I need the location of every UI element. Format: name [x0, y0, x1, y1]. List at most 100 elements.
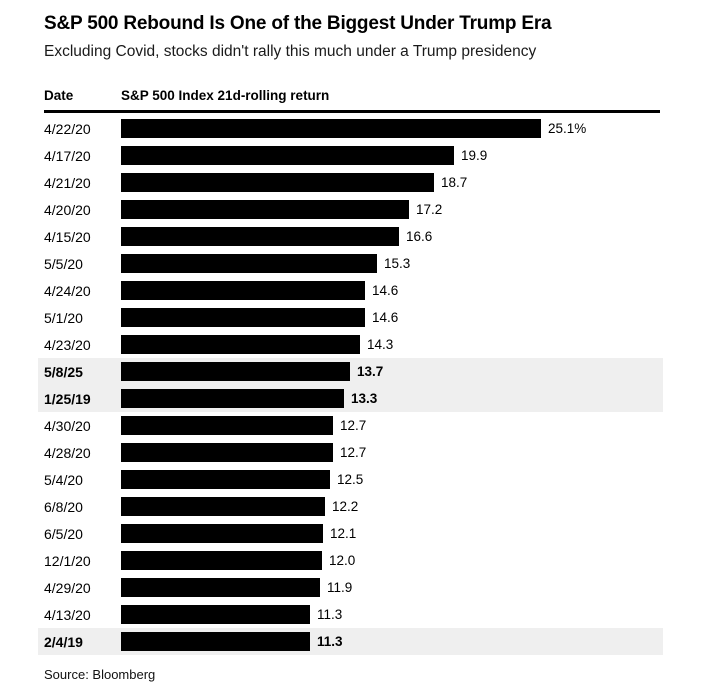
bar-track: 12.7 [121, 439, 663, 466]
date-label: 5/1/20 [44, 309, 83, 326]
bar-track: 12.5 [121, 466, 663, 493]
bar-track: 11.3 [121, 628, 663, 655]
date-label: 12/1/20 [44, 552, 91, 569]
bar-track: 12.1 [121, 520, 663, 547]
table-row: 4/15/20 16.6 [38, 223, 663, 250]
bar-track: 13.3 [121, 385, 663, 412]
column-headers: Date S&P 500 Index 21d-rolling return [44, 88, 718, 103]
date-label: 4/23/20 [44, 336, 91, 353]
table-row: 5/5/20 15.3 [38, 250, 663, 277]
return-bar [121, 551, 322, 571]
return-bar [121, 470, 330, 490]
date-label: 1/25/19 [44, 390, 91, 407]
return-bar [121, 335, 360, 355]
return-bar [121, 308, 365, 328]
return-bar [121, 605, 310, 625]
value-label: 12.1 [330, 526, 357, 542]
date-label: 4/15/20 [44, 228, 91, 245]
date-label: 5/5/20 [44, 255, 83, 272]
value-label: 12.7 [340, 418, 367, 434]
bar-track: 12.0 [121, 547, 663, 574]
return-bar [121, 362, 350, 382]
table-row: 6/8/20 12.2 [38, 493, 663, 520]
bar-track: 16.6 [121, 223, 663, 250]
bar-track: 13.7 [121, 358, 663, 385]
return-bar [121, 497, 325, 517]
date-label: 4/29/20 [44, 579, 91, 596]
date-label: 4/20/20 [44, 201, 91, 218]
date-label: 6/8/20 [44, 498, 83, 515]
table-row: 2/4/19 11.3 [38, 628, 663, 656]
chart-title: S&P 500 Rebound Is One of the Biggest Un… [44, 13, 552, 34]
return-bar [121, 578, 320, 598]
source-attribution: Source: Bloomberg [44, 667, 156, 683]
return-bar [121, 173, 434, 193]
return-bar [121, 227, 399, 247]
table-row: 4/30/20 12.7 [38, 412, 663, 439]
table-row: 12/1/20 12.0 [38, 547, 663, 574]
bar-track: 17.2 [121, 196, 663, 223]
value-label: 11.9 [327, 580, 353, 596]
date-label: 4/21/20 [44, 174, 91, 191]
return-bar [121, 443, 333, 463]
value-label: 12.5 [337, 472, 364, 488]
value-label: 12.0 [329, 553, 356, 569]
value-label: 13.7 [357, 364, 384, 380]
table-row: 5/8/25 13.7 [38, 358, 663, 386]
bar-track: 19.9 [121, 142, 663, 169]
return-bar [121, 254, 377, 274]
table-row: 6/5/20 12.1 [38, 520, 663, 547]
table-row: 5/4/20 12.5 [38, 466, 663, 493]
date-label: 6/5/20 [44, 525, 83, 542]
date-label: 2/4/19 [44, 633, 83, 650]
date-label: 5/4/20 [44, 471, 83, 488]
value-label: 12.2 [332, 499, 359, 515]
return-bar [121, 524, 323, 544]
bar-track: 14.3 [121, 331, 663, 358]
table-row: 4/17/20 19.9 [38, 142, 663, 169]
value-label: 19.9 [461, 148, 488, 164]
date-label: 4/30/20 [44, 417, 91, 434]
value-label: 14.3 [367, 337, 394, 353]
table-row: 4/28/20 12.7 [38, 439, 663, 466]
table-row: 4/23/20 14.3 [38, 331, 663, 358]
value-label: 12.7 [340, 445, 367, 461]
bar-rows-container: 4/22/20 25.1% 4/17/20 19.9 4/21/20 18.7 … [38, 115, 663, 656]
return-bar [121, 389, 344, 409]
value-label: 16.6 [406, 229, 433, 245]
bar-track: 25.1% [121, 115, 663, 142]
bar-track: 14.6 [121, 304, 663, 331]
bar-track: 15.3 [121, 250, 663, 277]
value-label: 17.2 [416, 202, 443, 218]
date-label: 4/28/20 [44, 444, 91, 461]
bar-track: 14.6 [121, 277, 663, 304]
date-label: 4/24/20 [44, 282, 91, 299]
return-bar [121, 119, 541, 139]
return-bar [121, 281, 365, 301]
date-column-header: Date [44, 88, 74, 104]
return-bar [121, 146, 454, 166]
value-label: 14.6 [372, 283, 399, 299]
table-row: 4/13/20 11.3 [38, 601, 663, 628]
table-row: 5/1/20 14.6 [38, 304, 663, 331]
bar-track: 12.2 [121, 493, 663, 520]
value-label: 18.7 [441, 175, 468, 191]
date-label: 4/13/20 [44, 606, 91, 623]
table-row: 4/29/20 11.9 [38, 574, 663, 601]
bar-track: 11.3 [121, 601, 663, 628]
value-label: 14.6 [372, 310, 399, 326]
bar-track: 18.7 [121, 169, 663, 196]
date-label: 4/22/20 [44, 120, 91, 137]
header-divider-rule [44, 110, 660, 114]
bar-track: 12.7 [121, 412, 663, 439]
date-label: 5/8/25 [44, 363, 83, 380]
return-bar [121, 632, 310, 652]
value-label: 11.3 [317, 607, 343, 623]
table-row: 4/21/20 18.7 [38, 169, 663, 196]
date-label: 4/17/20 [44, 147, 91, 164]
return-bar [121, 416, 333, 436]
table-row: 4/20/20 17.2 [38, 196, 663, 223]
value-label: 15.3 [384, 256, 411, 272]
value-label: 11.3 [317, 634, 343, 650]
